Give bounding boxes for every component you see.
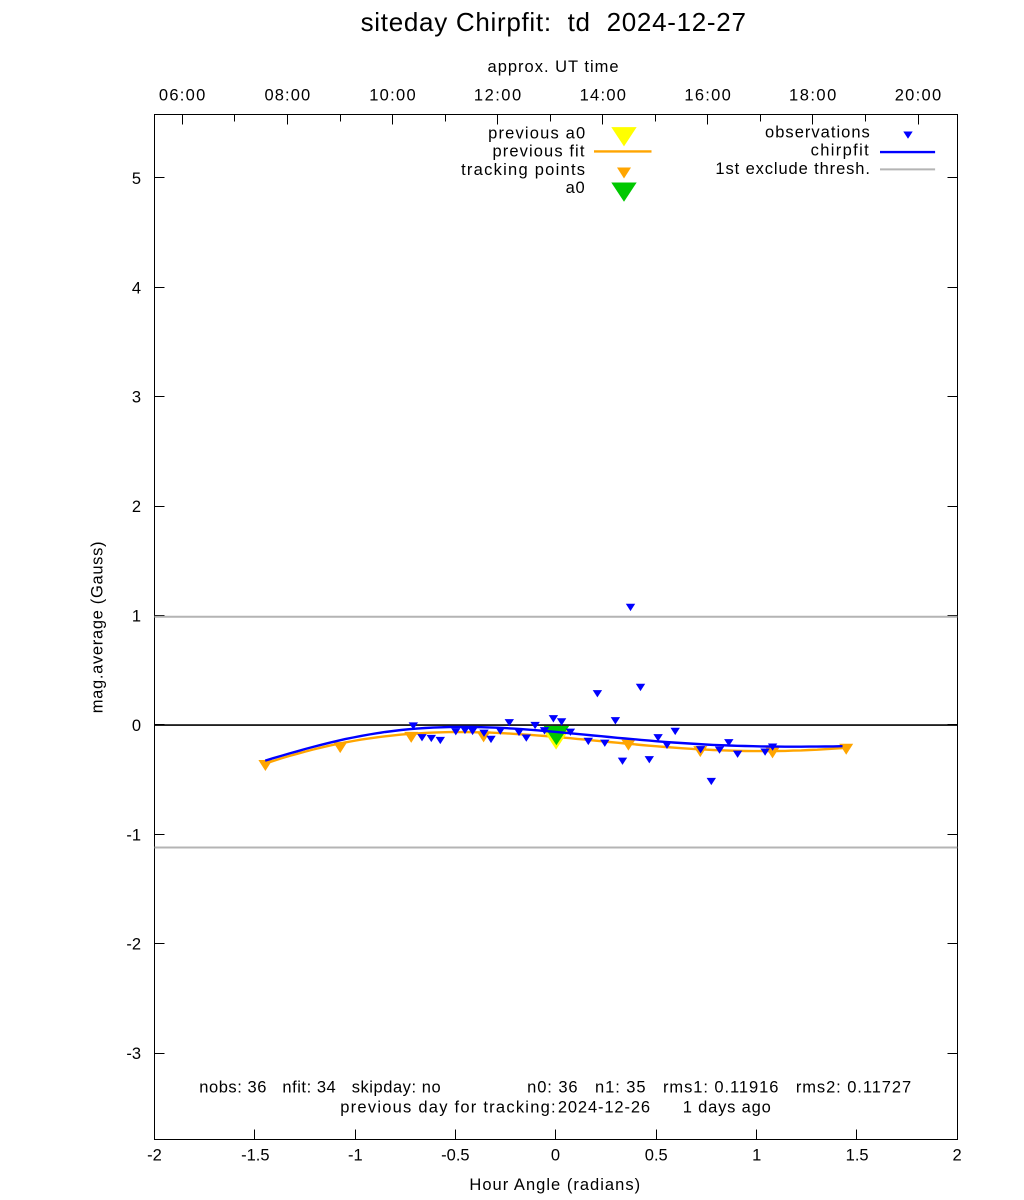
svg-text:-2: -2 — [126, 936, 141, 954]
svg-text:siteday Chirpfit: td 2024-12: siteday Chirpfit: td 2024-12-27 — [361, 7, 747, 37]
svg-text:previous day for tracking:: previous day for tracking: — [340, 1099, 557, 1117]
svg-text:a0: a0 — [566, 179, 586, 197]
svg-text:2024-12-26: 2024-12-26 — [558, 1099, 651, 1117]
svg-text:5: 5 — [132, 170, 141, 188]
svg-text:2: 2 — [953, 1147, 962, 1165]
svg-text:18:00: 18:00 — [789, 86, 838, 104]
svg-text:12:00: 12:00 — [474, 86, 523, 104]
svg-text:Hour Angle (radians): Hour Angle (radians) — [469, 1176, 641, 1194]
svg-text:previous a0: previous a0 — [488, 124, 586, 142]
svg-text:-1: -1 — [126, 826, 141, 844]
svg-text:1 days ago: 1 days ago — [683, 1099, 772, 1117]
svg-text:chirpfit: chirpfit — [811, 142, 870, 160]
svg-text:1.5: 1.5 — [846, 1147, 869, 1165]
svg-text:mag.average (Gauss): mag.average (Gauss) — [89, 541, 107, 713]
svg-text:tracking points: tracking points — [461, 161, 586, 179]
svg-text:n0: 36 n1: 35 rms1: 0.1191: n0: 36 n1: 35 rms1: 0.11916 rms2: 0.1172… — [527, 1078, 912, 1096]
svg-text:10:00: 10:00 — [369, 86, 417, 104]
svg-text:approx. UT time: approx. UT time — [488, 58, 620, 76]
svg-text:nobs: 36 nfit: 34 skipday:: nobs: 36 nfit: 34 skipday: no — [199, 1078, 441, 1096]
svg-text:0: 0 — [132, 717, 141, 735]
svg-text:0: 0 — [551, 1147, 560, 1165]
svg-text:08:00: 08:00 — [265, 86, 312, 104]
svg-text:-0.5: -0.5 — [441, 1147, 469, 1165]
svg-text:0.5: 0.5 — [645, 1147, 668, 1165]
svg-text:-1.5: -1.5 — [241, 1147, 269, 1165]
svg-text:20:00: 20:00 — [895, 86, 943, 104]
svg-text:1: 1 — [132, 608, 141, 626]
svg-text:previous fit: previous fit — [492, 143, 585, 161]
svg-text:-2: -2 — [147, 1147, 162, 1165]
svg-text:16:00: 16:00 — [684, 86, 732, 104]
svg-text:4: 4 — [132, 279, 141, 297]
svg-text:observations: observations — [765, 123, 871, 141]
svg-text:2: 2 — [132, 498, 141, 516]
svg-text:1: 1 — [752, 1147, 761, 1165]
svg-text:06:00: 06:00 — [159, 86, 207, 104]
svg-text:3: 3 — [132, 389, 141, 407]
svg-text:-1: -1 — [348, 1147, 363, 1165]
svg-text:14:00: 14:00 — [580, 86, 628, 104]
svg-text:1st exclude thresh.: 1st exclude thresh. — [715, 160, 870, 178]
svg-text:-3: -3 — [126, 1045, 141, 1063]
